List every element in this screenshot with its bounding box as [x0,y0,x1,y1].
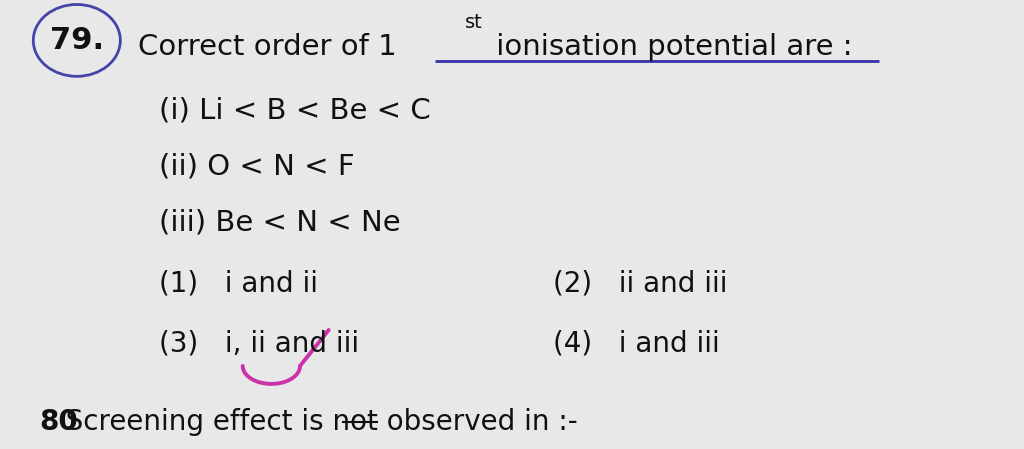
Text: 79.: 79. [50,26,103,55]
Text: (ii) O < N < F: (ii) O < N < F [159,152,354,180]
Text: (3)   i, ii and iii: (3) i, ii and iii [159,330,358,357]
Text: (i) Li < B < Be < C: (i) Li < B < Be < C [159,96,430,124]
Text: ionisation potential are :: ionisation potential are : [487,33,853,61]
Text: (iii) Be < N < Ne: (iii) Be < N < Ne [159,208,400,236]
Text: Correct order of 1: Correct order of 1 [138,33,397,61]
Text: (1)   i and ii: (1) i and ii [159,270,317,298]
Text: st: st [465,13,482,32]
Text: Screening effect is not observed in :-: Screening effect is not observed in :- [39,408,578,436]
Text: (4)   i and iii: (4) i and iii [553,330,720,357]
Text: 80: 80 [39,408,78,436]
Text: (2)   ii and iii: (2) ii and iii [553,270,727,298]
